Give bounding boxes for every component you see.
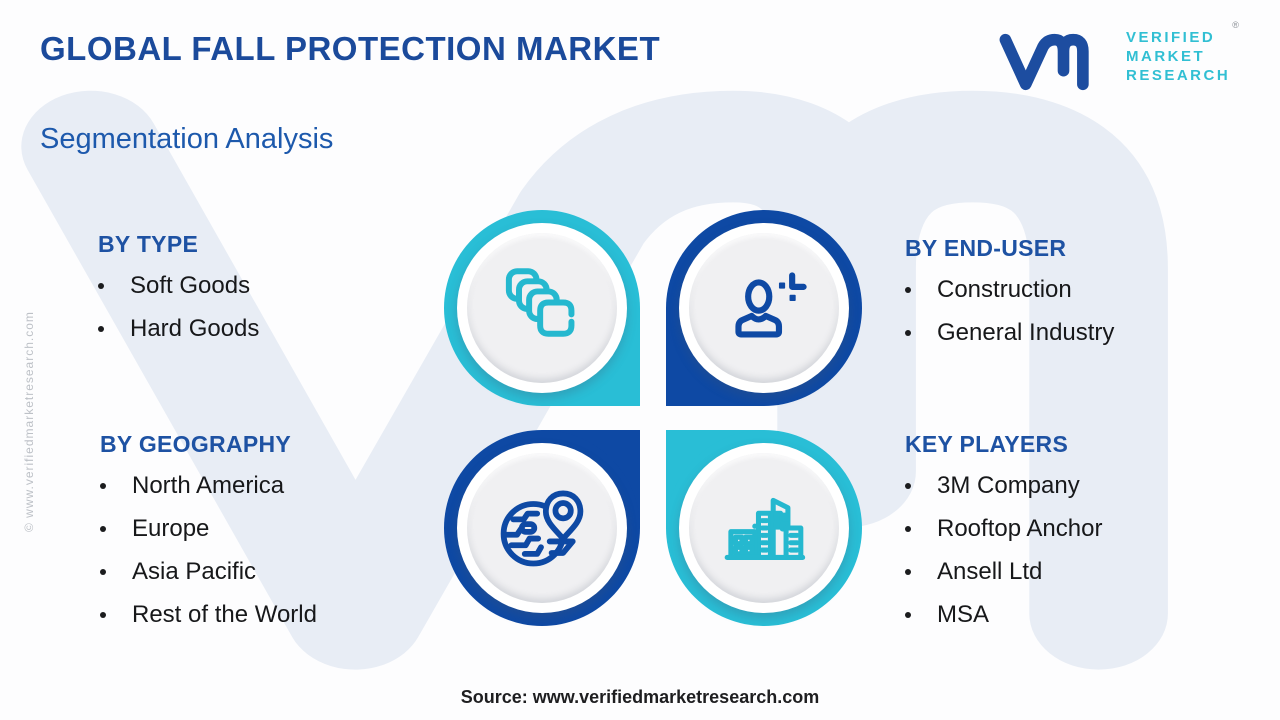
section-heading: BY END-USER <box>905 235 1067 261</box>
list-item: Hard Goods <box>98 307 259 350</box>
vmr-logo: VERIFIED MARKET RESEARCH ® <box>982 20 1239 92</box>
source-text: Source: www.verifiedmarketresearch.com <box>460 687 820 707</box>
section-list: 3M Company Rooftop Anchor Ansell Ltd MSA <box>905 464 1102 636</box>
list-item: Asia Pacific <box>100 550 317 593</box>
side-copyright-watermark: © www.verifiedmarketresearch.com <box>22 311 36 532</box>
list-item: Rest of the World <box>100 593 317 636</box>
buildings-icon <box>724 497 806 560</box>
section-heading: KEY PLAYERS <box>905 431 1069 457</box>
bullet-dot <box>98 325 104 332</box>
bullet-dot <box>905 568 911 575</box>
bullet-dot <box>905 329 911 336</box>
icon-disc <box>467 453 617 603</box>
globe-pin-icon <box>500 490 584 567</box>
brand-line-2: MARKET <box>1126 48 1206 66</box>
section-by-type: BY TYPE Soft Goods Hard Goods <box>98 231 259 350</box>
item-label: Hard Goods <box>130 314 260 342</box>
list-item: Rooftop Anchor <box>905 507 1102 550</box>
item-label: MSA <box>937 600 990 628</box>
section-list: Construction General Industry <box>905 268 1114 354</box>
item-label: North America <box>132 471 285 499</box>
section-list: North America Europe Asia Pacific Rest o… <box>100 464 317 636</box>
item-label: Rooftop Anchor <box>937 514 1103 542</box>
item-label: Asia Pacific <box>132 557 257 585</box>
bullet-dot <box>905 286 911 293</box>
section-heading: BY TYPE <box>98 231 199 257</box>
page-title: GLOBAL FALL PROTECTION MARKET <box>40 30 661 67</box>
bullet-dot <box>100 525 106 532</box>
vm-watermark-icon <box>15 45 1275 695</box>
list-item: Ansell Ltd <box>905 550 1102 593</box>
section-by-geography: BY GEOGRAPHY North America Europe Asia P… <box>100 431 317 636</box>
brand-line-3: RESEARCH <box>1126 67 1231 85</box>
list-item: General Industry <box>905 311 1114 354</box>
bullet-dot <box>98 282 104 289</box>
icon-disc <box>689 233 839 383</box>
section-list: Soft Goods Hard Goods <box>98 264 259 350</box>
list-item: MSA <box>905 593 1102 636</box>
bullet-dot <box>100 482 106 489</box>
circle-by-geography <box>444 430 640 626</box>
section-key-players: KEY PLAYERS 3M Company Rooftop Anchor An… <box>905 431 1102 636</box>
bullet-dot <box>905 482 911 489</box>
bullet-dot <box>905 525 911 532</box>
circle-key-players <box>666 430 862 626</box>
brand-line-1: VERIFIED <box>1126 29 1216 46</box>
icon-disc <box>689 453 839 603</box>
icon-disc <box>467 233 617 383</box>
list-item: Europe <box>100 507 317 550</box>
item-label: General Industry <box>937 318 1115 346</box>
layers-icon <box>505 268 575 337</box>
page-subtitle: Segmentation Analysis <box>40 123 334 155</box>
circle-by-end-user <box>666 210 862 406</box>
item-label: Europe <box>132 514 210 542</box>
list-item: Soft Goods <box>98 264 259 307</box>
brand-name: VERIFIED MARKET RESEARCH <box>1126 28 1230 85</box>
list-item: 3M Company <box>905 464 1102 507</box>
item-label: Ansell Ltd <box>937 557 1043 585</box>
section-heading: BY GEOGRAPHY <box>100 431 292 457</box>
registered-trademark: ® <box>1232 20 1239 30</box>
item-label: 3M Company <box>937 471 1080 499</box>
item-label: Construction <box>937 275 1072 303</box>
list-item: Construction <box>905 268 1114 311</box>
person-plus-icon <box>735 272 807 338</box>
bullet-dot <box>100 611 106 618</box>
bullet-dot <box>905 611 911 618</box>
bullet-dot <box>100 568 106 575</box>
vmr-monogram-icon <box>999 33 1089 91</box>
item-label: Rest of the World <box>132 600 317 628</box>
list-item: North America <box>100 464 317 507</box>
circle-by-type <box>444 210 640 406</box>
item-label: Soft Goods <box>130 271 251 299</box>
section-by-end-user: BY END-USER Construction General Industr… <box>905 235 1114 354</box>
